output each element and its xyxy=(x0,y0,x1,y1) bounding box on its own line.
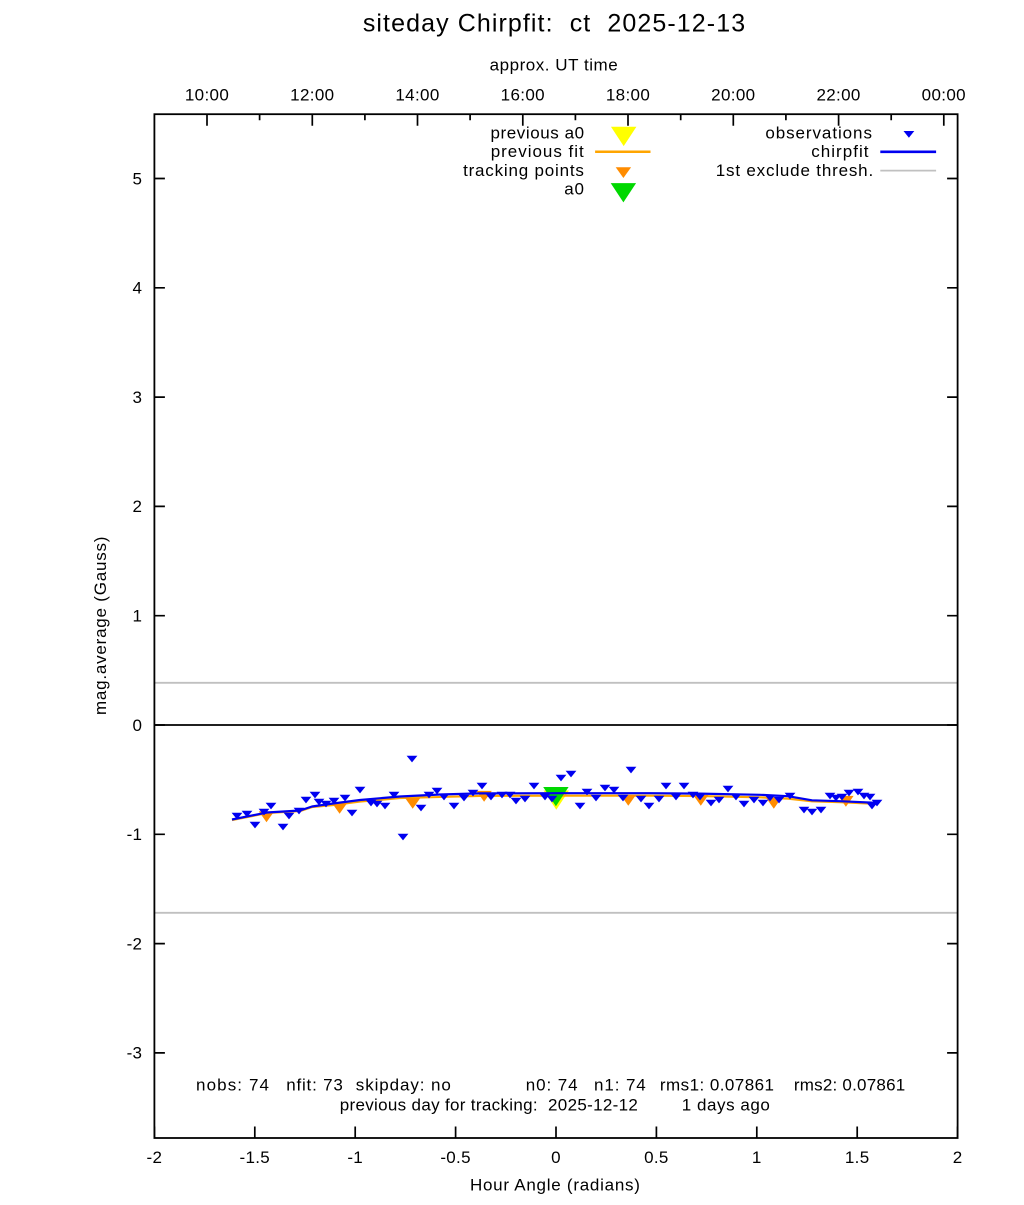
svg-text:00:00: 00:00 xyxy=(922,85,966,104)
svg-text:chirpfit: chirpfit xyxy=(811,142,869,161)
svg-text:skipday: no: skipday: no xyxy=(356,1076,452,1095)
svg-text:Hour Angle (radians): Hour Angle (radians) xyxy=(470,1176,641,1195)
svg-text:20:00: 20:00 xyxy=(711,85,755,104)
svg-text:previous day for tracking: 20: previous day for tracking: 2025-12-12 xyxy=(340,1096,639,1115)
svg-text:0: 0 xyxy=(133,716,143,735)
svg-text:-0.5: -0.5 xyxy=(440,1148,471,1167)
svg-text:siteday Chirpfit: ct 2025-12: siteday Chirpfit: ct 2025-12-13 xyxy=(363,10,746,38)
svg-text:n1: 74: n1: 74 xyxy=(594,1076,647,1095)
svg-text:2: 2 xyxy=(133,497,143,516)
svg-text:0.5: 0.5 xyxy=(644,1148,669,1167)
svg-text:14:00: 14:00 xyxy=(395,85,439,104)
svg-text:n0: 74: n0: 74 xyxy=(526,1076,579,1095)
svg-text:22:00: 22:00 xyxy=(816,85,860,104)
svg-text:2: 2 xyxy=(953,1148,963,1167)
svg-text:-1.5: -1.5 xyxy=(240,1148,271,1167)
svg-text:-1: -1 xyxy=(127,825,143,844)
svg-text:-1: -1 xyxy=(347,1148,363,1167)
svg-text:1st exclude thresh.: 1st exclude thresh. xyxy=(716,161,874,180)
svg-text:5: 5 xyxy=(133,169,143,188)
svg-text:-2: -2 xyxy=(127,934,143,953)
svg-text:12:00: 12:00 xyxy=(290,85,334,104)
svg-text:1: 1 xyxy=(752,1148,762,1167)
svg-text:approx. UT time: approx. UT time xyxy=(490,55,619,74)
svg-text:0: 0 xyxy=(551,1148,561,1167)
svg-text:1.5: 1.5 xyxy=(845,1148,870,1167)
svg-text:18:00: 18:00 xyxy=(606,85,650,104)
svg-text:rms1: 0.07861: rms1: 0.07861 xyxy=(660,1076,775,1095)
svg-text:-3: -3 xyxy=(127,1044,143,1063)
svg-text:10:00: 10:00 xyxy=(185,85,229,104)
svg-text:-2: -2 xyxy=(147,1148,163,1167)
svg-text:previous fit: previous fit xyxy=(491,142,585,161)
svg-text:previous a0: previous a0 xyxy=(491,124,585,143)
svg-text:16:00: 16:00 xyxy=(501,85,545,104)
svg-text:3: 3 xyxy=(133,388,143,407)
svg-text:1 days ago: 1 days ago xyxy=(682,1096,771,1115)
svg-text:nfit: 73: nfit: 73 xyxy=(286,1076,343,1095)
svg-text:tracking points: tracking points xyxy=(463,161,585,180)
svg-text:1: 1 xyxy=(133,607,143,626)
svg-text:observations: observations xyxy=(765,124,873,143)
svg-text:mag.average (Gauss): mag.average (Gauss) xyxy=(91,536,110,715)
svg-text:nobs: 74: nobs: 74 xyxy=(196,1076,270,1095)
svg-text:a0: a0 xyxy=(564,179,584,198)
svg-text:rms2: 0.07861: rms2: 0.07861 xyxy=(794,1076,906,1095)
svg-text:4: 4 xyxy=(133,279,143,298)
